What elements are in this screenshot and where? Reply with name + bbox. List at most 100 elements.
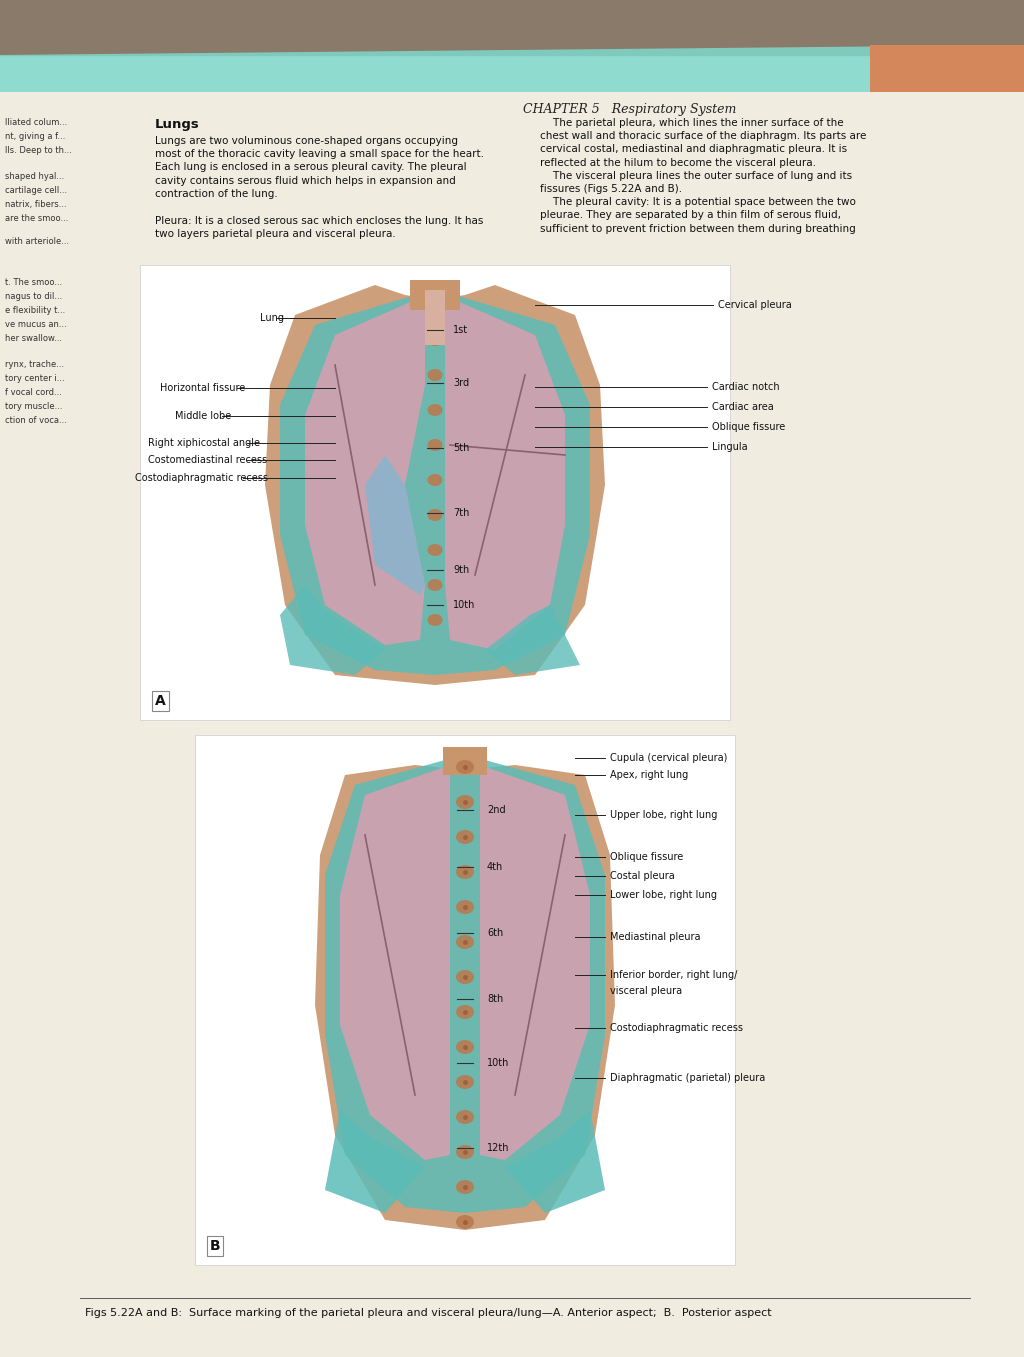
Bar [410, 280, 460, 309]
Text: Costomediastinal recess: Costomediastinal recess [148, 455, 267, 465]
Ellipse shape [456, 1006, 474, 1019]
Text: e flexibility t...: e flexibility t... [5, 305, 66, 315]
Polygon shape [315, 765, 615, 1229]
Text: f vocal cord...: f vocal cord... [5, 388, 61, 398]
Polygon shape [265, 285, 605, 685]
Text: Lingula: Lingula [712, 442, 748, 452]
Text: Pleura: It is a closed serous sac which encloses the lung. It has
two layers par: Pleura: It is a closed serous sac which … [155, 216, 483, 239]
Text: 1st: 1st [453, 324, 468, 335]
Text: Cervical pleura: Cervical pleura [718, 300, 792, 309]
Text: Cupula (cervical pleura): Cupula (cervical pleura) [610, 753, 727, 763]
Text: natrix, fibers...: natrix, fibers... [5, 199, 67, 209]
Text: Lungs are two voluminous cone-shaped organs occupying
most of the thoracic cavit: Lungs are two voluminous cone-shaped org… [155, 136, 484, 198]
Polygon shape [340, 765, 450, 1160]
Text: with arteriole...: with arteriole... [5, 237, 70, 246]
Text: 5th: 5th [453, 442, 469, 453]
Text: Horizontal fissure: Horizontal fissure [160, 383, 246, 394]
Bar [195, 735, 735, 1265]
Text: ve mucus an...: ve mucus an... [5, 320, 67, 328]
Ellipse shape [427, 579, 442, 592]
Ellipse shape [427, 509, 442, 521]
Ellipse shape [456, 830, 474, 844]
Text: cartilage cell...: cartilage cell... [5, 186, 68, 195]
Text: Middle lobe: Middle lobe [175, 411, 231, 421]
Text: 8th: 8th [487, 993, 503, 1004]
Ellipse shape [427, 613, 442, 626]
Text: 10th: 10th [453, 600, 475, 611]
Text: 6th: 6th [487, 928, 503, 938]
Ellipse shape [427, 544, 442, 556]
Text: Figs 5.22A and B:  Surface marking of the parietal pleura and visceral pleura/lu: Figs 5.22A and B: Surface marking of the… [85, 1308, 772, 1318]
Text: The parietal pleura, which lines the inner surface of the
chest wall and thoraci: The parietal pleura, which lines the inn… [540, 118, 866, 233]
Text: Lower lobe, right lung: Lower lobe, right lung [610, 890, 717, 900]
Ellipse shape [456, 864, 474, 879]
Ellipse shape [456, 1215, 474, 1229]
Text: Mediastinal pleura: Mediastinal pleura [610, 932, 700, 942]
Bar [140, 265, 730, 721]
Polygon shape [365, 455, 425, 594]
Ellipse shape [427, 369, 442, 381]
Text: 2nd: 2nd [487, 805, 506, 816]
Bar [443, 746, 487, 775]
Polygon shape [325, 1110, 425, 1213]
Text: A: A [155, 693, 166, 708]
Text: Cardiac notch: Cardiac notch [712, 383, 779, 392]
Polygon shape [485, 605, 580, 674]
Text: 4th: 4th [487, 862, 503, 873]
Text: t. The smoo...: t. The smoo... [5, 278, 62, 286]
Ellipse shape [456, 795, 474, 809]
Text: Right xiphicostal angle: Right xiphicostal angle [148, 438, 260, 448]
Text: rynx, trache...: rynx, trache... [5, 360, 65, 369]
Ellipse shape [427, 404, 442, 417]
Text: Inferior border, right lung/: Inferior border, right lung/ [610, 970, 737, 980]
Ellipse shape [427, 334, 442, 346]
Text: CHAPTER 5   Respiratory System: CHAPTER 5 Respiratory System [523, 103, 736, 115]
Text: Diaphragmatic (parietal) pleura: Diaphragmatic (parietal) pleura [610, 1073, 765, 1083]
Ellipse shape [456, 1075, 474, 1090]
Polygon shape [280, 585, 385, 674]
Polygon shape [480, 765, 590, 1160]
Text: lls. Deep to th...: lls. Deep to th... [5, 147, 72, 155]
Text: Costodiaphragmatic recess: Costodiaphragmatic recess [610, 1023, 743, 1033]
Text: Lungs: Lungs [155, 118, 200, 132]
Ellipse shape [456, 1110, 474, 1124]
Ellipse shape [456, 760, 474, 773]
Text: visceral pleura: visceral pleura [610, 987, 682, 996]
Ellipse shape [456, 1145, 474, 1159]
Polygon shape [280, 294, 590, 674]
Text: lliated colum...: lliated colum... [5, 118, 68, 128]
Text: Upper lobe, right lung: Upper lobe, right lung [610, 810, 718, 820]
Text: her swallow...: her swallow... [5, 334, 62, 343]
Polygon shape [0, 45, 1024, 92]
Text: tory center i...: tory center i... [5, 375, 65, 383]
Text: ction of voca...: ction of voca... [5, 417, 67, 425]
Text: shaped hyal...: shaped hyal... [5, 172, 65, 180]
Ellipse shape [427, 299, 442, 311]
Text: Costodiaphragmatic recess: Costodiaphragmatic recess [135, 474, 268, 483]
Text: Costal pleura: Costal pleura [610, 871, 675, 881]
Ellipse shape [456, 970, 474, 984]
Polygon shape [870, 45, 1024, 92]
Text: 12th: 12th [487, 1143, 510, 1153]
Text: Cardiac area: Cardiac area [712, 402, 774, 413]
Ellipse shape [427, 474, 442, 486]
Text: nagus to dil...: nagus to dil... [5, 292, 62, 301]
Polygon shape [305, 300, 425, 645]
Text: Lung: Lung [260, 313, 284, 323]
Text: B: B [210, 1239, 220, 1253]
Polygon shape [505, 1110, 605, 1213]
Ellipse shape [456, 900, 474, 915]
Text: Oblique fissure: Oblique fissure [712, 422, 785, 432]
Text: nt, giving a f...: nt, giving a f... [5, 132, 66, 141]
Text: Apex, right lung: Apex, right lung [610, 769, 688, 780]
Text: 10th: 10th [487, 1058, 509, 1068]
Ellipse shape [456, 1181, 474, 1194]
Text: 3rd: 3rd [453, 379, 469, 388]
Polygon shape [325, 760, 605, 1213]
Polygon shape [445, 300, 565, 650]
Text: 9th: 9th [453, 565, 469, 575]
Text: 7th: 7th [453, 508, 469, 518]
Ellipse shape [456, 935, 474, 949]
Text: Oblique fissure: Oblique fissure [610, 852, 683, 862]
Text: are the smoo...: are the smoo... [5, 214, 69, 223]
